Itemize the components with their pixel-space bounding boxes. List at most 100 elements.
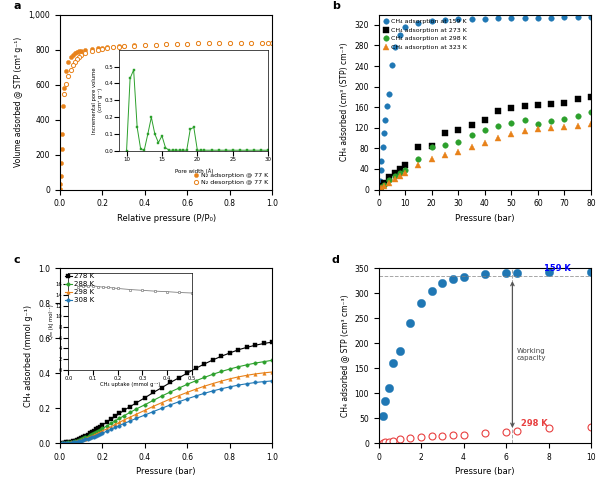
288 K: [91, 431, 98, 436]
CH₄ adsorption at 323 K: [380, 184, 388, 189]
N₂ desorption @ 77 K: [269, 39, 276, 45]
288 K: [218, 369, 225, 375]
298 K: [142, 407, 149, 413]
288 K: [67, 439, 74, 445]
288 K: [116, 415, 123, 421]
278 K: [91, 428, 98, 433]
308 K: [84, 436, 91, 442]
N₂ adsorption @ 77 K: [142, 42, 149, 48]
N₂ desorption @ 77 K: [116, 44, 123, 50]
288 K: [103, 423, 110, 429]
N₂ adsorption @ 77 K: [120, 43, 127, 49]
278 K: [92, 427, 100, 432]
N₂ adsorption @ 77 K: [269, 39, 276, 45]
N₂ adsorption @ 77 K: [82, 47, 89, 53]
CH₄ adsorption at 159 K: [391, 43, 398, 49]
N₂ desorption @ 77 K: [77, 52, 85, 58]
298 K: [80, 436, 87, 442]
288 K: [69, 439, 76, 445]
288 K: [77, 436, 85, 442]
288 K: [252, 360, 259, 366]
CH₄ adsorption at 159 K: [377, 158, 385, 164]
298 K: [150, 403, 157, 409]
N₂ desorption @ 77 K: [248, 39, 255, 45]
288 K: [226, 366, 233, 372]
CH₄ adsorption at 273 K: [521, 103, 528, 109]
CH₄ adsorption at 323 K: [574, 123, 581, 129]
CH₄ adsorption at 159 K: [494, 15, 502, 21]
N₂ desorption @ 77 K: [95, 47, 102, 53]
N₂ desorption @ 77 K: [63, 81, 70, 87]
278 K: [175, 375, 182, 381]
CH₄ adsorption at 298 K: [468, 132, 475, 138]
288 K: [82, 434, 89, 440]
Text: 159 K: 159 K: [544, 264, 571, 273]
CH₄ adsorption at 273 K: [455, 128, 462, 133]
Text: d: d: [332, 255, 340, 265]
298 K: [63, 440, 70, 446]
CH₄ adsorption at 323 K: [376, 187, 383, 192]
CH₄ adsorption at 159 K: [481, 16, 488, 21]
CH₄ adsorption at 273 K: [481, 117, 488, 123]
308 K: [69, 439, 76, 445]
CH₄ adsorption at 298 K: [574, 113, 581, 119]
CH₄ adsorption at 323 K: [442, 152, 449, 158]
298 K: [76, 438, 83, 444]
N₂ adsorption @ 77 K: [69, 52, 76, 58]
288 K: [133, 406, 140, 412]
Y-axis label: CH₄ adsorbed (mmol g⁻¹): CH₄ adsorbed (mmol g⁻¹): [23, 305, 32, 407]
N₂ adsorption @ 77 K: [237, 39, 244, 45]
Line: 298 K: 298 K: [61, 370, 274, 445]
N₂ desorption @ 77 K: [226, 39, 233, 45]
CH₄ adsorption at 298 K: [428, 145, 435, 150]
278 K: [193, 365, 200, 371]
N₂ desorption @ 77 K: [71, 59, 79, 65]
Line: 288 K: 288 K: [61, 358, 274, 445]
298 K: [120, 417, 127, 423]
278 K: [88, 429, 95, 435]
298 K: [73, 438, 80, 444]
298 K: [77, 437, 85, 443]
CH₄ adsorption at 323 K: [534, 127, 541, 132]
278 K: [82, 433, 89, 439]
CH₄ adsorption at 323 K: [587, 121, 595, 127]
CH₄ adsorption at 159 K: [377, 167, 385, 173]
CH₄ adsorption at 323 K: [494, 135, 502, 141]
288 K: [158, 393, 166, 399]
CH₄ adsorption at 273 K: [376, 186, 383, 192]
N₂ adsorption @ 77 K: [63, 68, 70, 74]
N₂ adsorption @ 77 K: [73, 49, 80, 55]
308 K: [252, 379, 259, 385]
N₂ adsorption @ 77 K: [71, 51, 79, 56]
N₂ adsorption @ 77 K: [57, 172, 64, 178]
288 K: [167, 389, 174, 395]
278 K: [80, 434, 87, 440]
278 K: [260, 340, 268, 346]
N₂ adsorption @ 77 K: [116, 43, 123, 49]
298 K: [252, 371, 259, 377]
X-axis label: Relative pressure (P/P₀): Relative pressure (P/P₀): [116, 214, 216, 223]
CH₄ adsorption at 273 K: [534, 102, 541, 108]
278 K: [84, 431, 91, 437]
N₂ adsorption @ 77 K: [58, 147, 65, 152]
278 K: [209, 357, 217, 363]
308 K: [133, 415, 140, 421]
278 K: [127, 404, 134, 410]
CH₄ adsorption at 159 K: [521, 15, 528, 20]
278 K: [69, 438, 76, 444]
CH₄ adsorption at 273 K: [548, 101, 555, 107]
298 K: [59, 440, 66, 446]
N₂ adsorption @ 77 K: [95, 45, 102, 51]
Line: CH₄ adsorption at 273 K: CH₄ adsorption at 273 K: [376, 94, 594, 192]
CH₄ adsorption at 273 K: [391, 169, 398, 175]
308 K: [73, 439, 80, 445]
308 K: [97, 431, 104, 437]
298 K: [235, 374, 242, 380]
CH₄ adsorption at 273 K: [587, 94, 595, 100]
308 K: [61, 440, 68, 446]
298 K: [184, 389, 191, 395]
N₂ desorption @ 77 K: [76, 54, 83, 60]
288 K: [260, 359, 268, 365]
298 K: [158, 400, 166, 406]
308 K: [167, 402, 174, 408]
